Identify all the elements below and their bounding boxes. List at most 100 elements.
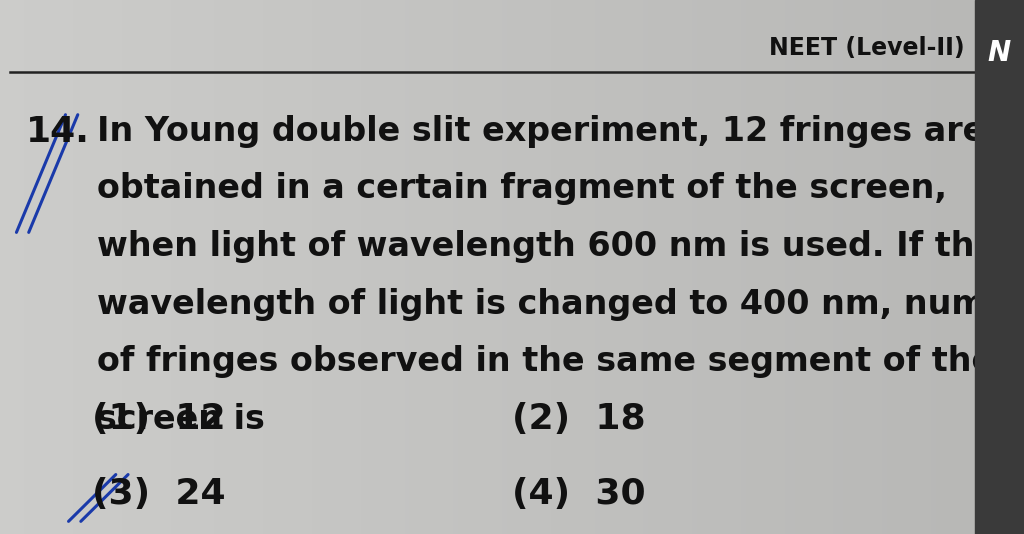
Bar (19, 0, 25, 534)
Bar (965, 0, 970, 534)
Bar (853, 0, 858, 534)
Bar (512, 0, 517, 534)
Bar (355, 0, 360, 534)
Bar (39, 0, 44, 534)
Bar (0, 0, 5, 534)
Bar (721, 0, 726, 534)
Bar (69, 0, 73, 534)
Text: obtained in a certain fragment of the screen,: obtained in a certain fragment of the sc… (97, 172, 947, 206)
Bar (673, 0, 678, 534)
Bar (278, 0, 283, 534)
Bar (663, 0, 668, 534)
Bar (449, 0, 454, 534)
Bar (950, 0, 955, 534)
Bar (828, 0, 834, 534)
Bar (366, 0, 371, 534)
Bar (692, 0, 697, 534)
Bar (701, 0, 707, 534)
Bar (639, 0, 643, 534)
Bar (790, 0, 795, 534)
Bar (736, 0, 741, 534)
Text: 14.: 14. (26, 115, 89, 149)
Bar (761, 0, 765, 534)
Bar (599, 0, 604, 534)
Bar (668, 0, 673, 534)
Bar (102, 0, 108, 534)
Bar (707, 0, 712, 534)
Bar (122, 0, 127, 534)
Bar (97, 0, 102, 534)
Bar (585, 0, 590, 534)
Bar (975, 0, 1024, 534)
Bar (415, 0, 419, 534)
Bar (945, 0, 950, 534)
Bar (537, 0, 541, 534)
Bar (970, 0, 975, 534)
Bar (371, 0, 376, 534)
Bar (297, 0, 302, 534)
Bar (229, 0, 233, 534)
Bar (78, 0, 83, 534)
Bar (185, 0, 190, 534)
Bar (858, 0, 863, 534)
Bar (521, 0, 526, 534)
Bar (541, 0, 546, 534)
Bar (770, 0, 775, 534)
Bar (590, 0, 595, 534)
Bar (546, 0, 551, 534)
Bar (887, 0, 892, 534)
Bar (575, 0, 580, 534)
Bar (697, 0, 701, 534)
Bar (376, 0, 380, 534)
Bar (784, 0, 790, 534)
Text: of fringes observed in the same segment of the: of fringes observed in the same segment … (97, 345, 994, 379)
Text: (1)  12: (1) 12 (92, 402, 225, 436)
Bar (117, 0, 122, 534)
Bar (712, 0, 717, 534)
Bar (843, 0, 848, 534)
Bar (161, 0, 166, 534)
Bar (307, 0, 312, 534)
Bar (341, 0, 346, 534)
Bar (390, 0, 395, 534)
Bar (88, 0, 92, 534)
Bar (493, 0, 498, 534)
Bar (399, 0, 404, 534)
Bar (609, 0, 614, 534)
Bar (14, 0, 19, 534)
Bar (634, 0, 639, 534)
Bar (741, 0, 745, 534)
Bar (565, 0, 570, 534)
Bar (424, 0, 429, 534)
Bar (49, 0, 53, 534)
Bar (765, 0, 770, 534)
Bar (604, 0, 609, 534)
Bar (809, 0, 814, 534)
Bar (171, 0, 175, 534)
Bar (883, 0, 887, 534)
Bar (922, 0, 926, 534)
Bar (624, 0, 629, 534)
Bar (916, 0, 922, 534)
Bar (244, 0, 249, 534)
Bar (30, 0, 34, 534)
Bar (823, 0, 828, 534)
Bar (775, 0, 780, 534)
Bar (458, 0, 463, 534)
Text: (3)  24: (3) 24 (92, 477, 225, 511)
Bar (620, 0, 624, 534)
Bar (507, 0, 512, 534)
Bar (380, 0, 385, 534)
Bar (906, 0, 911, 534)
Bar (312, 0, 316, 534)
Text: when light of wavelength 600 nm is used. If the: when light of wavelength 600 nm is used.… (97, 230, 997, 263)
Bar (834, 0, 839, 534)
Bar (10, 0, 14, 534)
Bar (560, 0, 565, 534)
Bar (482, 0, 487, 534)
Text: screen is: screen is (97, 403, 265, 436)
Bar (288, 0, 293, 534)
Text: wavelength of light is changed to 400 nm, number: wavelength of light is changed to 400 nm… (97, 288, 1024, 321)
Bar (268, 0, 273, 534)
Bar (867, 0, 872, 534)
